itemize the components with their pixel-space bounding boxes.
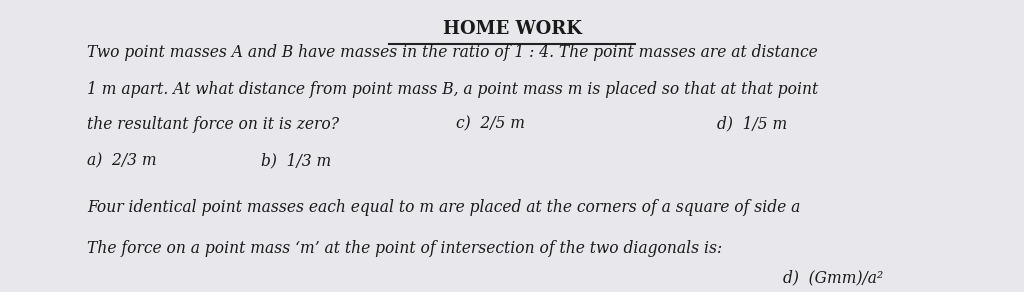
Text: Four identical point masses each equal to m are placed at the corners of a squar: Four identical point masses each equal t… — [87, 199, 801, 216]
Text: d)  1/5 m: d) 1/5 m — [717, 116, 787, 133]
Text: Two point masses A and B have masses in the ratio of 1 : 4. The point masses are: Two point masses A and B have masses in … — [87, 44, 818, 61]
Text: The force on a point mass ‘m’ at the point of intersection of the two diagonals : The force on a point mass ‘m’ at the poi… — [87, 240, 722, 257]
Text: a)  2/3 m: a) 2/3 m — [87, 152, 157, 169]
Text: c)  2/5 m: c) 2/5 m — [456, 116, 524, 133]
Text: the resultant force on it is zero?: the resultant force on it is zero? — [87, 116, 339, 133]
Text: HOME WORK: HOME WORK — [442, 20, 582, 39]
Text: 1 m apart. At what distance from point mass B, a point mass m is placed so that : 1 m apart. At what distance from point m… — [87, 81, 818, 98]
Text: d)  (Gmm)/a²: d) (Gmm)/a² — [783, 269, 884, 286]
Text: b)  1/3 m: b) 1/3 m — [261, 152, 332, 169]
